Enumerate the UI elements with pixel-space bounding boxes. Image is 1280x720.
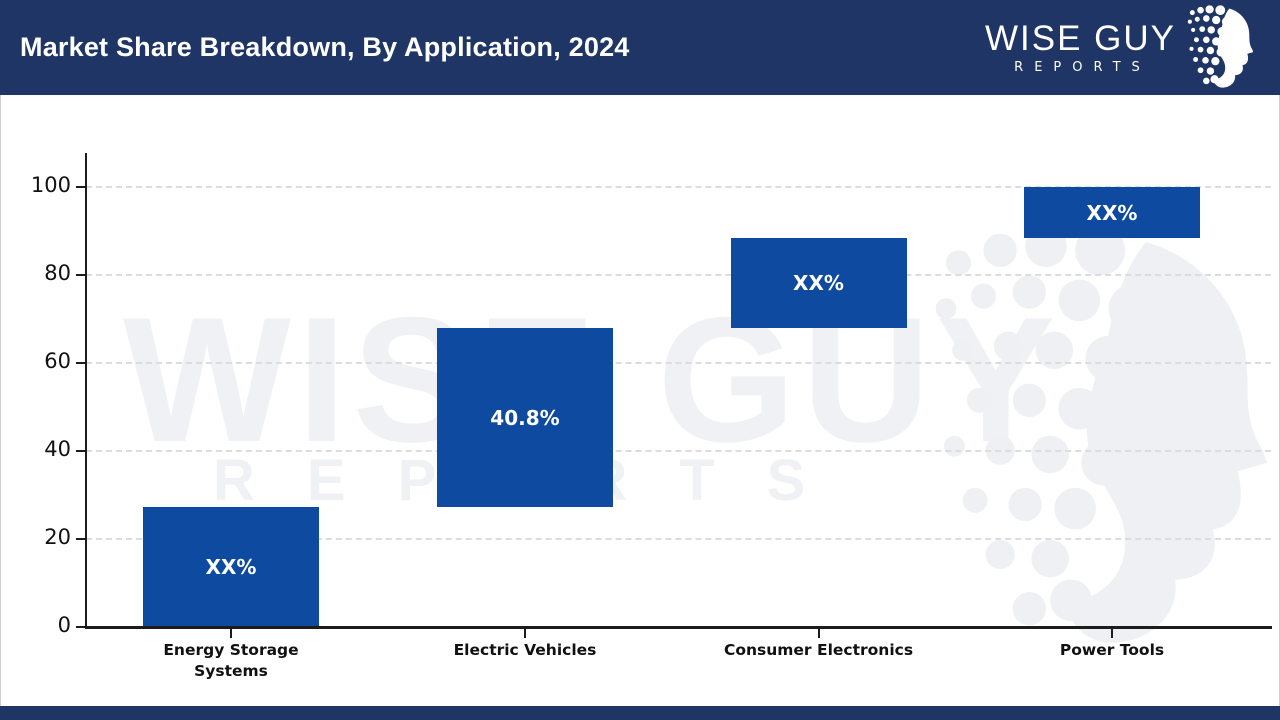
chart-area: WISE GUY REPORTS 020406080100XX%40.8%XX%…	[0, 95, 1280, 706]
x-category-label: Power Tools	[1059, 641, 1165, 659]
y-tick-mark	[76, 626, 85, 628]
logo-head-icon	[1180, 5, 1254, 91]
y-tick-mark	[76, 186, 85, 188]
bar-value-label: XX%	[1086, 200, 1138, 225]
bar-segment: 40.8%	[437, 327, 613, 508]
x-axis-line	[85, 626, 1272, 629]
gridline	[86, 186, 1271, 188]
y-tick-label: 20	[44, 525, 71, 549]
bar-segment: XX%	[1024, 187, 1200, 239]
footer-bar	[0, 706, 1280, 720]
y-tick-label: 80	[44, 261, 71, 285]
x-category-label: Energy Storage Systems	[163, 641, 299, 680]
y-tick-mark	[76, 450, 85, 452]
bar-value-label: XX%	[793, 271, 844, 296]
gridline	[86, 450, 1271, 452]
logo-subtitle: REPORTS	[1014, 60, 1151, 75]
watermark-head-icon	[896, 223, 1271, 661]
x-tick-mark	[817, 629, 820, 638]
x-category-label: Electric Vehicles	[453, 641, 597, 659]
chart-title: Market Share Breakdown, By Application, …	[20, 32, 630, 62]
y-tick-mark	[76, 362, 85, 364]
bar-segment: XX%	[143, 507, 319, 627]
gridline	[86, 538, 1271, 540]
brand-logo: WISE GUY REPORTS	[985, 5, 1254, 91]
y-tick-label: 60	[44, 349, 71, 373]
y-tick-label: 40	[44, 437, 71, 461]
y-axis-line	[85, 153, 87, 629]
y-tick-label: 100	[30, 173, 71, 197]
bar-value-label: XX%	[205, 555, 257, 580]
logo-wordmark: WISE GUY	[984, 19, 1176, 58]
gridline	[86, 274, 1271, 276]
y-tick-label: 0	[57, 613, 71, 637]
bar-segment: XX%	[730, 238, 907, 328]
x-tick-mark	[1111, 629, 1113, 638]
x-tick-mark	[524, 629, 526, 638]
y-tick-mark	[76, 538, 85, 540]
header-band: Market Share Breakdown, By Application, …	[0, 0, 1280, 95]
y-tick-mark	[76, 274, 85, 276]
x-tick-mark	[230, 629, 232, 638]
bar-value-label: 40.8%	[490, 405, 560, 430]
x-category-label: Consumer Electronics	[723, 641, 914, 659]
gridline	[86, 362, 1271, 364]
